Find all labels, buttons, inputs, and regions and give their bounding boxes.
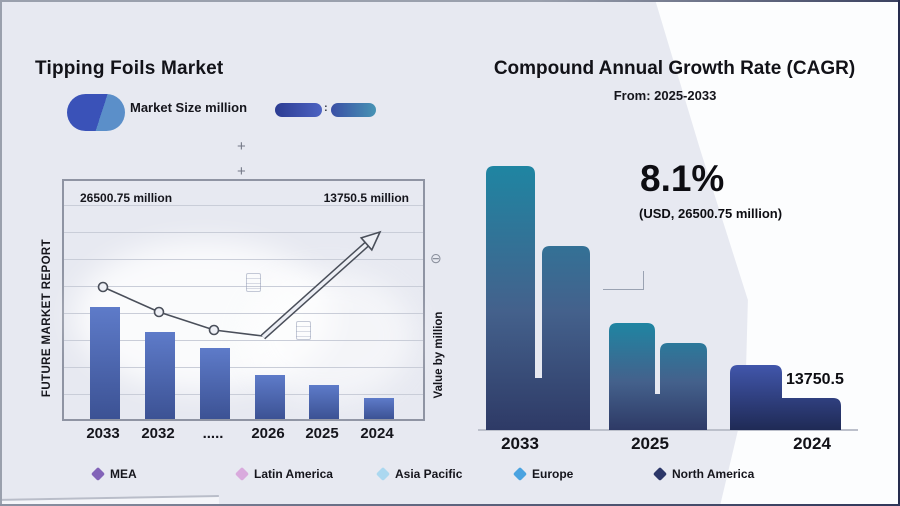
gridline (64, 286, 423, 287)
frame-border-bottom (0, 504, 900, 506)
trend-line-and-arrow (97, 230, 382, 340)
market-bar-2024 (364, 398, 394, 419)
x-tick-label: 2024 (360, 425, 394, 442)
cagr-bar-group-2024 (730, 365, 841, 430)
legend-label: Asia Pacific (395, 467, 463, 481)
market-bar-2032 (145, 332, 175, 419)
market-size-chart: 26500.75 million 13750.5 million (62, 179, 425, 421)
frame-border-right (898, 0, 900, 506)
frame-border-top (0, 0, 900, 2)
market-bar-2025 (309, 385, 339, 419)
x-tick-label: 2025 (631, 434, 669, 453)
legend-label: Latin America (254, 467, 333, 481)
market-size-pill-icon (67, 94, 125, 131)
series-label: Market Size million (130, 100, 248, 115)
cagr-value: 8.1% (640, 158, 725, 199)
legend-diamond-icon (234, 466, 250, 482)
legend-label: Europe (532, 467, 574, 481)
plus-icon: + (237, 138, 246, 155)
x-tick-label: 2033 (501, 434, 539, 453)
watermark-document-icon (296, 321, 311, 340)
gridline (64, 367, 423, 368)
cagr-subtitle: From: 2025-2033 (613, 88, 717, 103)
legend-label: North America (672, 467, 755, 481)
legend-diamond-icon (652, 466, 668, 482)
cagr-title: Compound Annual Growth Rate (CAGR) (493, 58, 856, 79)
cagr-detail: (USD, 26500.75 million) (639, 206, 783, 221)
legend-diamond-icon (512, 466, 528, 482)
legend-item-north-america: North America (652, 466, 755, 482)
market-bar-..... (200, 348, 230, 419)
legend-item-asia-pacific: Asia Pacific (375, 466, 463, 482)
page-title: Tipping Foils Market (35, 58, 224, 79)
gradient-pill-icon (331, 103, 376, 117)
legend-item-mea: MEA (90, 466, 137, 482)
gradient-pill-icon (275, 103, 322, 117)
corner-bracket-decoration (603, 271, 644, 290)
end-value-label: 13750.5 (786, 371, 844, 388)
gridline (64, 259, 423, 260)
right-chart-y-axis-label: Value by million (433, 311, 445, 399)
gridline (64, 205, 423, 206)
minus-circle-icon: ⊖ (430, 250, 442, 266)
cagr-bar-chart (486, 166, 841, 430)
legend-diamond-icon (90, 466, 106, 482)
cagr-bar-group-2025 (609, 323, 707, 430)
legend-item-latin-america: Latin America (234, 466, 333, 482)
left-chart-y-axis-label: FUTURE MARKET REPORT (41, 238, 53, 398)
x-tick-label: ..... (202, 425, 224, 442)
start-value-annotation: 26500.75 million (80, 191, 173, 205)
x-tick-label: 2024 (793, 434, 831, 453)
market-bar-2033 (90, 307, 120, 419)
legend-diamond-icon (375, 466, 391, 482)
frame-border-left (0, 0, 2, 506)
pill-separator: : (324, 102, 328, 114)
x-tick-label: 2025 (305, 425, 339, 442)
watermark-document-icon (246, 273, 261, 292)
gridline (64, 394, 423, 395)
gridline (64, 232, 423, 233)
gridline (64, 313, 423, 314)
legend-label: MEA (110, 467, 137, 481)
cagr-bar-group-2033 (486, 166, 590, 430)
market-bar-2026 (255, 375, 285, 419)
x-tick-label: 2032 (141, 425, 175, 442)
end-value-annotation: 13750.5 million (323, 191, 409, 205)
x-tick-label: 2033 (86, 425, 120, 442)
plus-icon: + (237, 163, 246, 180)
x-tick-label: 2026 (251, 425, 285, 442)
legend-item-europe: Europe (512, 466, 574, 482)
gridline (64, 340, 423, 341)
